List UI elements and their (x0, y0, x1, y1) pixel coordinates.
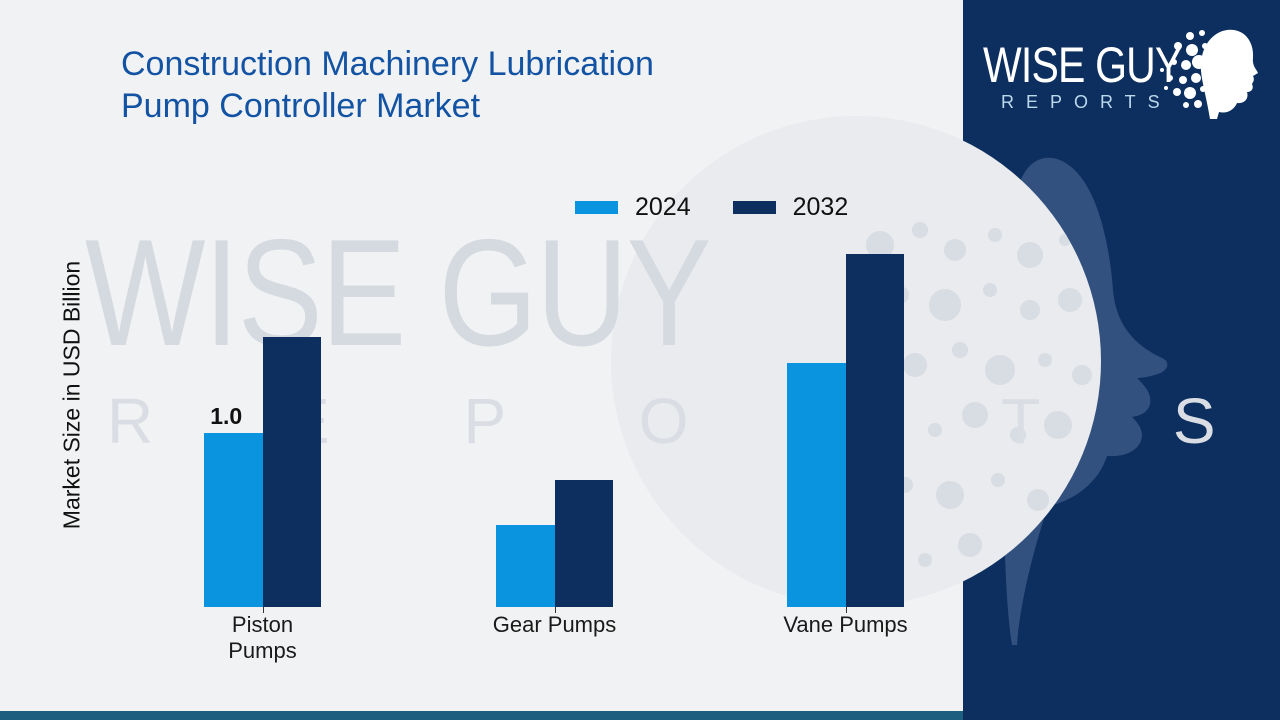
bar-value-label: 1.0 (210, 403, 243, 429)
bar-2032-vane-pumps (845, 253, 904, 607)
legend-item-2032: 2032 (732, 193, 849, 222)
bar-2024-vane-pumps (787, 363, 846, 607)
page-title: Construction Machinery Lubrication Pump … (121, 45, 654, 125)
category-label: Vane Pumps (783, 612, 908, 637)
x-axis-tick (554, 607, 556, 613)
legend-label-2024: 2024 (635, 193, 691, 221)
brand-logo: WISE GUY REPORTS (963, 0, 1280, 140)
brand-logo-subtitle: REPORTS (1001, 92, 1172, 112)
bar-2032-piston-pumps (262, 337, 321, 607)
brand-logo-wordmark: WISE GUY (983, 37, 1182, 93)
bar-2032-gear-pumps (554, 479, 613, 607)
x-axis-tick (262, 607, 264, 613)
legend-label-2032: 2032 (792, 193, 849, 221)
legend-swatch-2024 (575, 201, 618, 214)
bar-2024-gear-pumps (496, 525, 555, 607)
legend-swatch-2032 (732, 201, 776, 214)
legend-item-2024: 2024 (575, 193, 691, 222)
chart-legend: 2024 2032 (575, 193, 848, 222)
x-axis-tick (845, 607, 847, 613)
category-label: Piston Pumps (228, 612, 297, 663)
bottom-accent-strip (0, 711, 963, 720)
bar-2024-piston-pumps (204, 433, 263, 607)
category-label: Gear Pumps (492, 612, 617, 637)
brand-face-icon (1160, 29, 1258, 119)
